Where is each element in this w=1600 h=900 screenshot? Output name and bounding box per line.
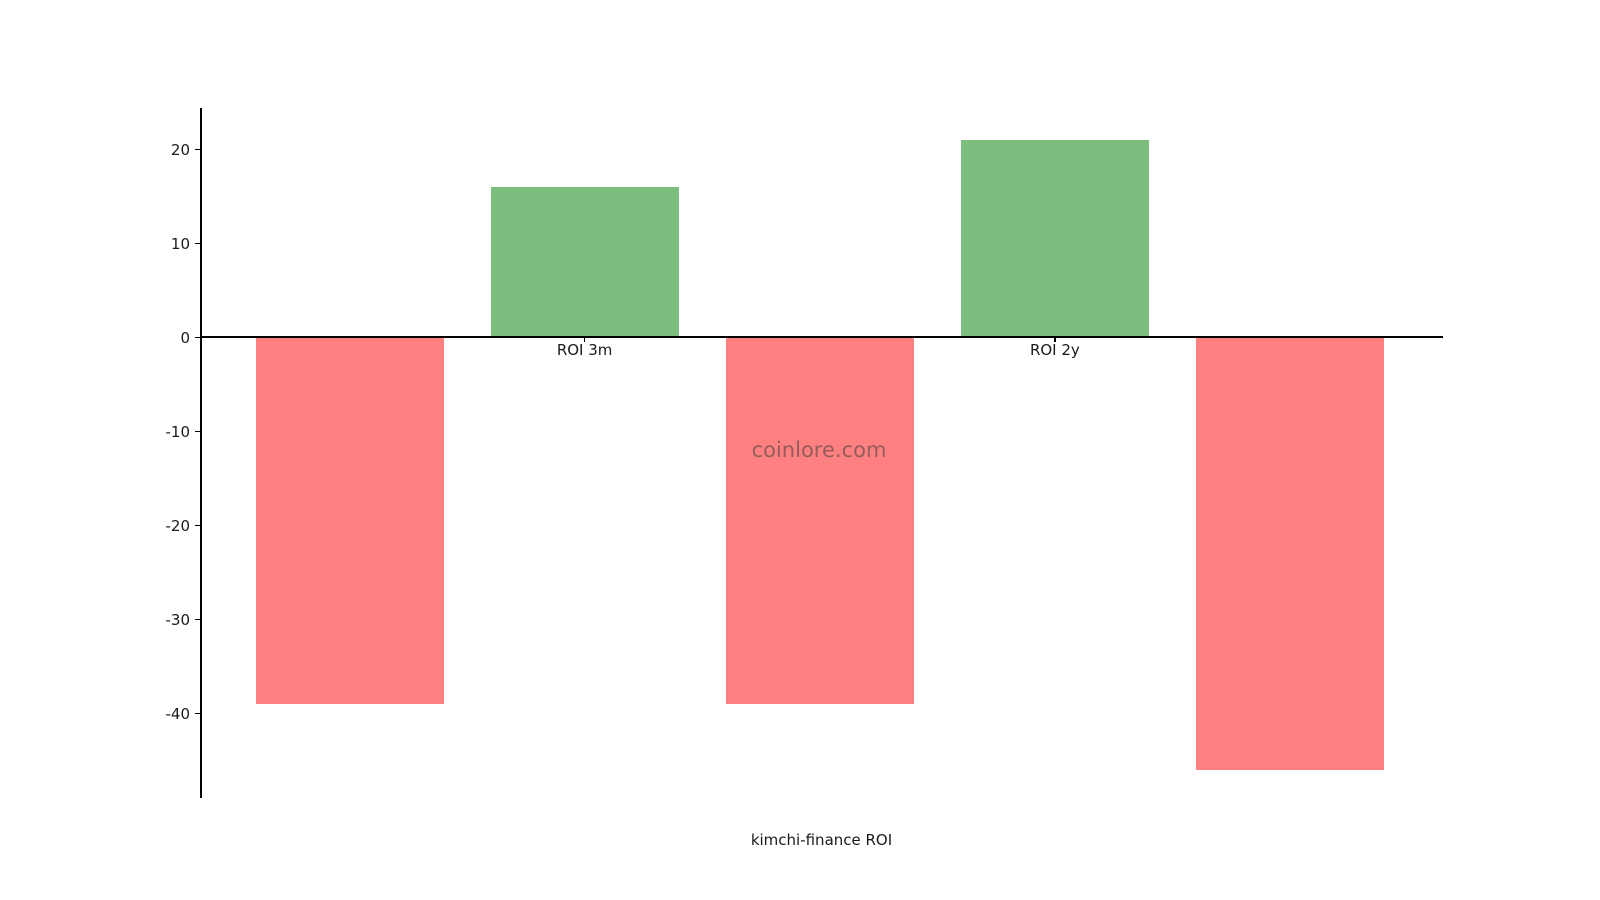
- x-tick-label: ROI 2y: [1029, 341, 1080, 359]
- y-tick-mark: [195, 712, 200, 715]
- bar-roi-3m: [490, 187, 679, 338]
- y-tick-mark: [195, 430, 200, 433]
- x-axis-zero-line: [200, 336, 1443, 338]
- y-tick-label: -20: [165, 516, 191, 535]
- bar-value-4: [1196, 337, 1384, 770]
- y-tick-label: -30: [165, 610, 191, 629]
- chart-title: kimchi-finance ROI: [750, 831, 893, 849]
- y-tick-mark: [195, 524, 200, 527]
- y-tick-mark: [195, 336, 200, 339]
- y-tick-mark: [195, 242, 200, 245]
- y-tick-label: 10: [170, 234, 190, 253]
- y-axis-line: [200, 108, 202, 798]
- bar-roi-2y: [960, 140, 1149, 338]
- y-tick-label: -10: [165, 422, 191, 441]
- y-tick-label: -40: [165, 704, 191, 723]
- y-tick-mark: [195, 148, 200, 151]
- bar-value-0: [255, 337, 444, 705]
- y-tick-mark: [195, 618, 200, 621]
- x-tick-label: ROI 3m: [556, 341, 613, 359]
- watermark: coinlore.com: [751, 438, 887, 462]
- y-tick-label: 0: [180, 328, 190, 347]
- x-tick-mark: [583, 337, 586, 342]
- y-tick-label: 20: [170, 140, 190, 159]
- bar-value-2: [725, 337, 914, 705]
- x-tick-mark: [1054, 337, 1056, 342]
